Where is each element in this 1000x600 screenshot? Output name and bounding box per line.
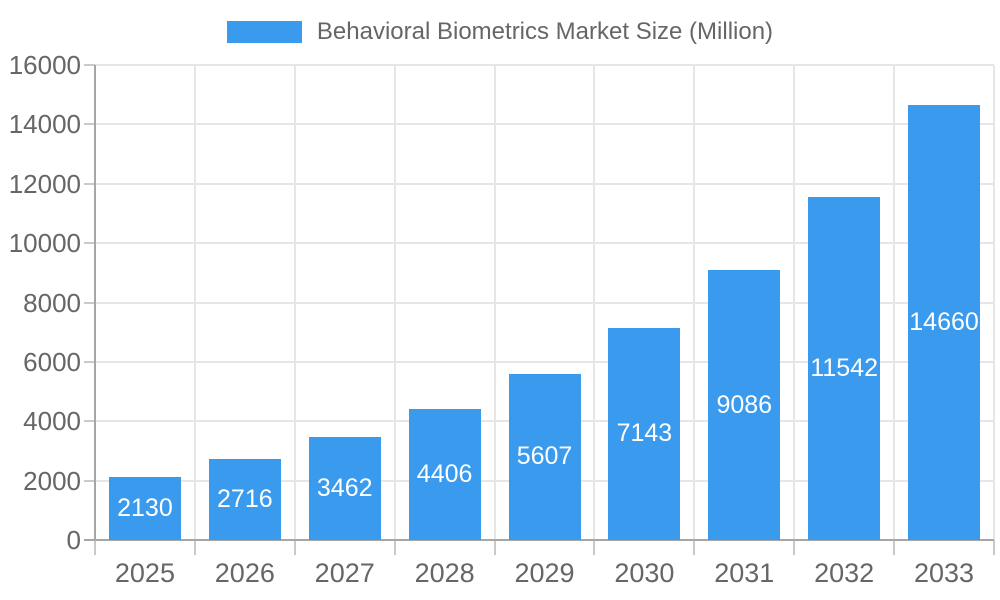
bar-2033[interactable]: 14660 [908,104,981,540]
y-tick-label: 10000 [8,228,81,259]
bar-value-label: 7143 [616,419,673,448]
x-axis-tick [94,540,96,555]
y-axis-tick [84,64,95,66]
x-axis-tick [493,540,496,555]
x-grid-line [293,65,296,540]
bar-value-label: 5607 [516,442,573,471]
bar-value-label: 3462 [316,474,373,503]
bar-value-label: 14660 [909,307,979,336]
y-axis-line [94,65,96,540]
x-axis-tick [893,540,896,555]
bar-2031[interactable]: 9086 [708,270,781,540]
y-grid-line [95,182,994,185]
y-tick-label: 2000 [23,465,81,496]
bar-2026[interactable]: 2716 [208,459,281,540]
y-grid-line [95,123,994,126]
y-axis-tick [84,182,95,185]
bar-2029[interactable]: 5607 [508,373,581,540]
bar-value-label: 11542 [810,354,878,383]
x-grid-line [993,65,995,540]
y-axis-tick [84,360,95,363]
y-axis-tick [84,242,95,245]
y-grid-line [95,360,994,363]
x-tick-label-2028: 2028 [414,558,475,588]
x-grid-line [493,65,496,540]
x-axis-tick [293,540,296,555]
x-axis-tick [593,540,596,555]
y-grid-line [95,64,994,66]
x-tick-label-2025: 2025 [114,558,175,588]
x-axis-tick [393,540,396,555]
y-tick-label: 12000 [8,168,81,199]
y-tick-label: 8000 [23,287,81,318]
y-axis-tick [84,420,95,423]
x-axis-line [84,539,994,541]
y-axis-tick [84,123,95,126]
legend-swatch [226,21,302,43]
x-grid-line [393,65,396,540]
chart-legend[interactable]: Behavioral Biometrics Market Size (Milli… [0,13,1000,51]
y-tick-label: 0 [66,525,81,555]
x-axis-tick [693,540,696,555]
bar-2030[interactable]: 7143 [608,327,681,540]
y-grid-line [95,242,994,245]
x-grid-line [193,65,196,540]
bar-value-label: 9086 [716,390,773,419]
x-axis-tick [993,540,995,555]
bar-value-label: 2716 [217,485,273,514]
y-axis-tick [84,479,95,482]
x-tick-label-2026: 2026 [214,558,275,588]
y-axis-tick [84,301,95,304]
bar-value-label: 4406 [416,460,473,489]
x-axis-tick [193,540,196,555]
x-tick-label-2031: 2031 [714,558,775,588]
bar-value-label: 2130 [117,493,173,522]
x-tick-label-2027: 2027 [314,558,375,588]
x-tick-label-2029: 2029 [514,558,575,588]
x-grid-line [593,65,596,540]
x-grid-line [893,65,896,540]
x-tick-label-2030: 2030 [614,558,675,588]
x-tick-label-2032: 2032 [814,558,875,588]
y-tick-label: 16000 [8,50,81,80]
x-tick-label-2033: 2033 [914,558,975,588]
y-grid-line [95,301,994,304]
bar-2025[interactable]: 2130 [108,476,181,540]
legend-label: Behavioral Biometrics Market Size (Milli… [316,18,774,45]
bar-2027[interactable]: 3462 [308,437,381,540]
x-grid-line [793,65,796,540]
x-axis-tick [793,540,796,555]
x-grid-line [693,65,696,540]
y-tick-label: 14000 [8,109,81,140]
bar-2028[interactable]: 4406 [408,409,481,540]
bar-2032[interactable]: 11542 [808,197,881,540]
y-tick-label: 4000 [23,406,81,437]
y-tick-label: 6000 [23,346,81,377]
